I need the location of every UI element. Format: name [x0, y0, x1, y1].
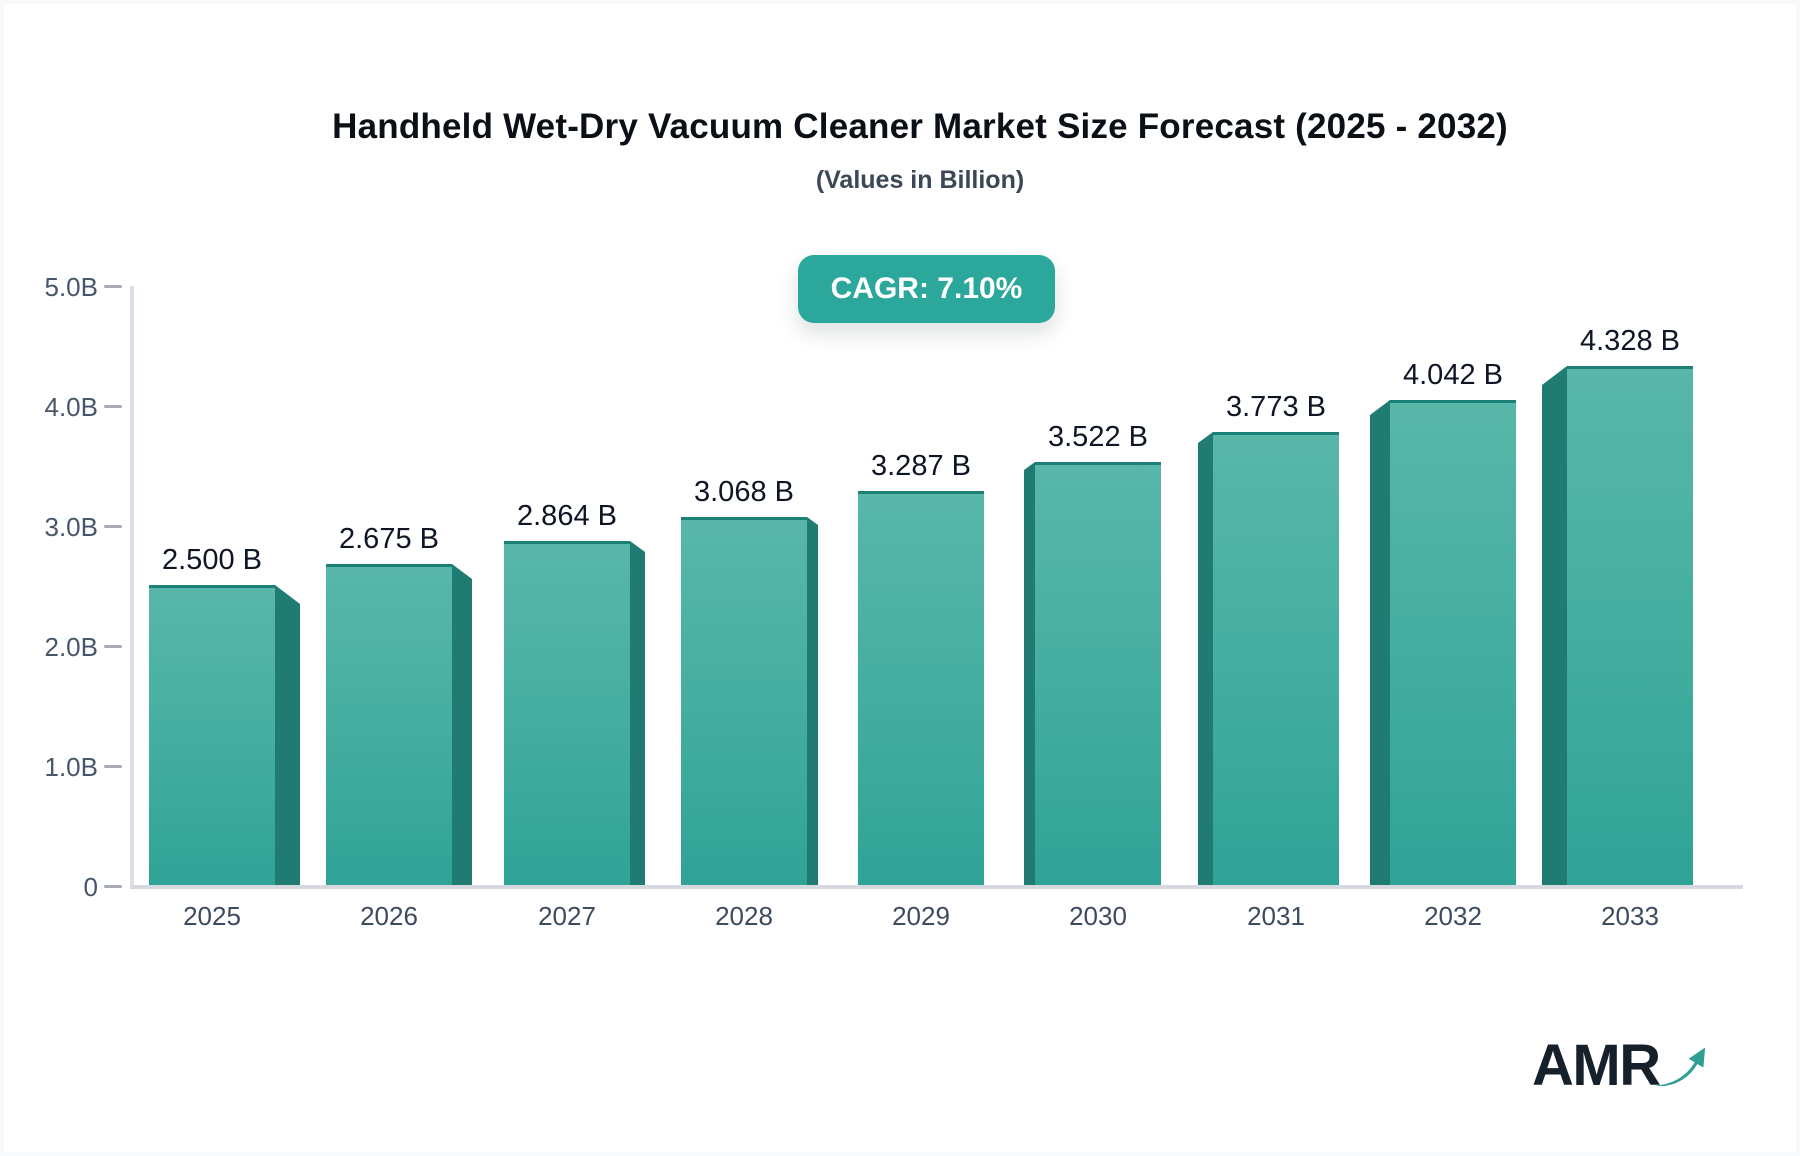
y-axis-tick-label: 4.0B	[44, 392, 99, 422]
y-axis-tick-label: 1.0B	[44, 752, 99, 782]
y-axis-tick-label: 3.0B	[44, 512, 99, 542]
bar-top-edge	[1213, 432, 1339, 435]
bar-top-edge	[681, 517, 807, 520]
chart-title: Handheld Wet-Dry Vacuum Cleaner Market S…	[332, 107, 1508, 146]
x-axis-label: 2031	[1247, 901, 1305, 931]
bar-value-label: 2.864 B	[517, 500, 617, 532]
bar-side-face	[275, 585, 300, 885]
y-axis-tick-mark	[104, 885, 122, 888]
bar-value-label: 2.500 B	[162, 544, 262, 576]
bar-2032	[1390, 400, 1516, 885]
bar-top-edge	[504, 541, 630, 544]
x-axis-label: 2032	[1424, 901, 1482, 931]
bar-2030	[1035, 462, 1161, 885]
y-axis-tick-mark	[104, 285, 122, 288]
bar-2029	[858, 491, 984, 885]
bar-2025	[149, 585, 275, 885]
x-axis-label: 2028	[715, 901, 773, 931]
bar-side-face	[452, 564, 472, 885]
bar-top-edge	[858, 491, 984, 494]
bar-side-face	[1370, 400, 1390, 885]
bar-value-label: 3.068 B	[694, 476, 794, 508]
bar-side-face	[1542, 366, 1567, 885]
x-axis-label: 2026	[360, 901, 418, 931]
bar-value-label: 4.328 B	[1580, 325, 1680, 357]
bar-2028	[681, 517, 807, 885]
bar-top-edge	[1035, 462, 1161, 465]
x-axis-label: 2029	[892, 901, 950, 931]
amr-logo-text: AMR	[1532, 1033, 1661, 1098]
bar-top-edge	[149, 585, 275, 588]
y-axis-tick-label: 5.0B	[44, 272, 99, 302]
y-axis-tick-mark	[104, 405, 122, 408]
bar-side-face	[630, 541, 645, 885]
y-axis-tick-mark	[104, 525, 122, 528]
x-axis-label: 2027	[538, 901, 596, 931]
x-axis-label: 2025	[183, 901, 241, 931]
bar-value-label: 2.675 B	[339, 523, 439, 555]
bar-2026	[326, 564, 452, 885]
bar-2027	[504, 541, 630, 885]
x-axis-label: 2030	[1069, 901, 1127, 931]
bar-side-face	[1024, 462, 1035, 885]
bar-2031	[1213, 432, 1339, 885]
y-axis-tick-mark	[104, 765, 122, 768]
y-axis-line	[130, 286, 134, 889]
x-axis-line	[130, 885, 1743, 889]
cagr-badge-label: CAGR: 7.10%	[830, 272, 1023, 305]
bar-value-label: 4.042 B	[1403, 359, 1503, 391]
y-axis-tick-label: 0	[83, 872, 98, 902]
cagr-badge: CAGR: 7.10%	[798, 255, 1055, 323]
bar-top-edge	[326, 564, 452, 567]
chart-subtitle: (Values in Billion)	[815, 166, 1025, 194]
bar-top-edge	[1390, 400, 1516, 403]
bar-2033	[1567, 366, 1693, 885]
bar-side-face	[807, 517, 818, 885]
bar-side-face	[1198, 432, 1213, 885]
bar-top-edge	[1567, 366, 1693, 369]
bar-value-label: 3.287 B	[871, 450, 971, 482]
bar-value-label: 3.522 B	[1048, 421, 1148, 453]
growth-arrow-icon	[1654, 1047, 1705, 1087]
amr-logo: AMR	[1532, 1033, 1706, 1098]
x-axis-label: 2033	[1601, 901, 1659, 931]
y-axis-tick-mark	[104, 645, 122, 648]
bar-value-label: 3.773 B	[1226, 391, 1326, 423]
y-axis-tick-label: 2.0B	[44, 632, 99, 662]
